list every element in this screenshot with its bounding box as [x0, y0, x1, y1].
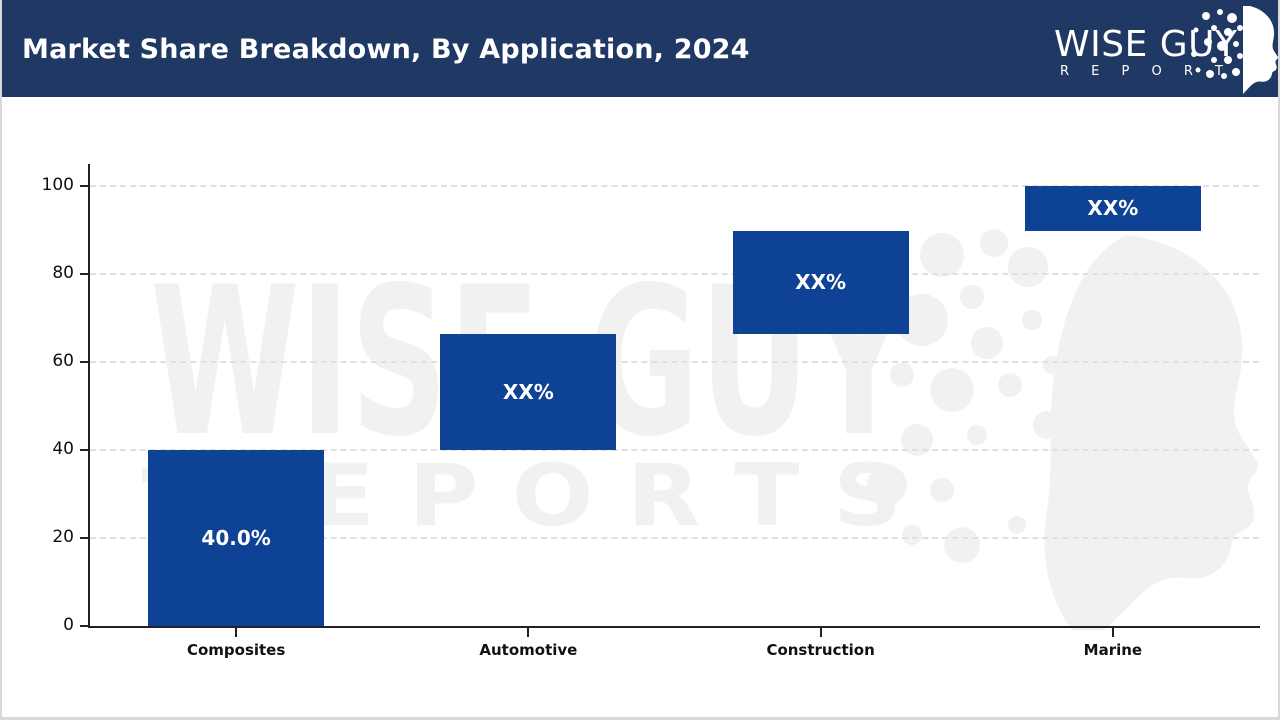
bar-value-label: XX% [1087, 196, 1139, 221]
x-tick-2 [819, 628, 822, 637]
bar-value-label: XX% [795, 270, 847, 295]
x-category-label: Construction [766, 641, 875, 659]
y-tick-0 [80, 625, 89, 627]
x-axis [88, 626, 1260, 628]
x-tick-3 [1111, 628, 1114, 637]
wise-guy-reports-logo: WISE GUY R E P O R T S [1024, 4, 1278, 94]
bar-value-label: XX% [502, 379, 554, 404]
y-tick-80 [80, 273, 89, 275]
x-tick-0 [235, 628, 238, 637]
x-tick-1 [527, 628, 530, 637]
gridline-80 [90, 273, 1259, 275]
logo-head-icon [1191, 6, 1278, 94]
gridline-40 [90, 449, 1259, 451]
gridline-60 [90, 361, 1259, 363]
y-tick-100 [80, 185, 89, 187]
bar-marine: XX% [1024, 186, 1201, 231]
x-category-label: Marine [1083, 641, 1143, 659]
y-tick-label-0: 0 [63, 615, 74, 635]
page-title: Market Share Breakdown, By Application, … [22, 34, 750, 65]
bar-composites: 40.0% [148, 450, 325, 626]
y-tick-20 [80, 537, 89, 539]
x-category-label: Composites [186, 641, 286, 659]
y-tick-40 [80, 449, 89, 451]
y-tick-label-80: 80 [52, 263, 74, 283]
bar-value-label: 40.0% [201, 526, 271, 550]
logo-subtext: R E P O R T S [1060, 64, 1263, 79]
gridline-20 [90, 537, 1259, 539]
logo-face-profile-icon [1243, 6, 1278, 94]
y-tick-60 [80, 361, 89, 363]
y-tick-label-100: 100 [41, 175, 74, 195]
y-axis [88, 164, 90, 628]
y-tick-label-20: 20 [52, 527, 74, 547]
x-category-label: Automotive [479, 641, 578, 659]
gridline-100 [90, 185, 1259, 187]
bar-automotive: XX% [440, 333, 617, 450]
y-tick-label-60: 60 [52, 351, 74, 371]
bar-construction: XX% [732, 230, 909, 334]
y-tick-label-40: 40 [52, 439, 74, 459]
header-bar: Market Share Breakdown, By Application, … [2, 0, 1278, 97]
